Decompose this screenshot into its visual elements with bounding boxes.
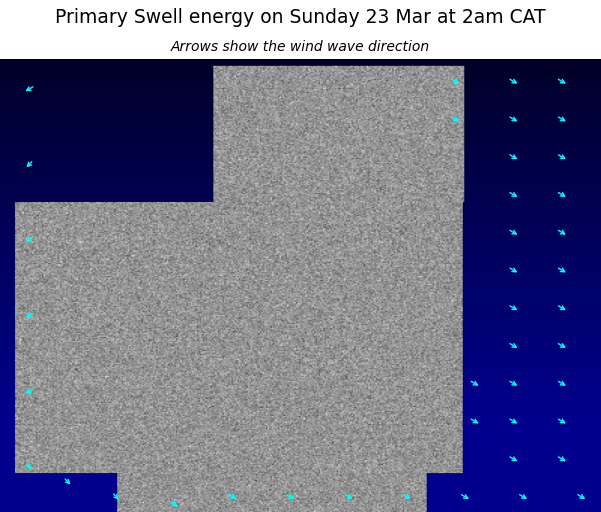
- Text: Primary Swell energy on Sunday 23 Mar at 2am CAT: Primary Swell energy on Sunday 23 Mar at…: [55, 8, 546, 27]
- Text: Arrows show the wind wave direction: Arrows show the wind wave direction: [171, 40, 430, 54]
